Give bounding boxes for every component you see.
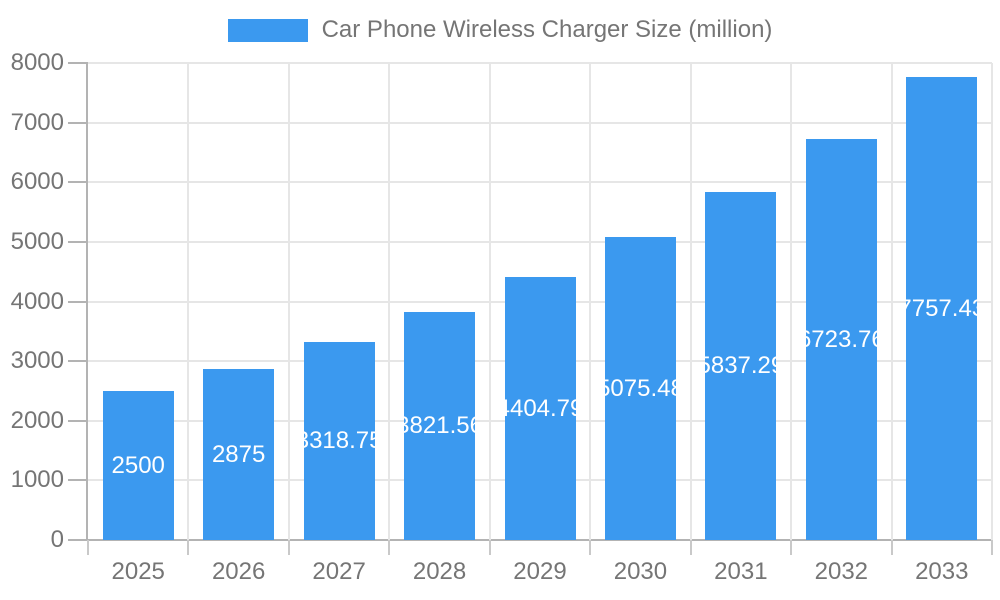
bar-value-label: 2875 — [211, 440, 266, 468]
h-gridline-5000 — [88, 240, 992, 243]
h-gridline-6000 — [88, 181, 992, 184]
x-axis-tick — [489, 540, 491, 555]
legend[interactable]: Car Phone Wireless Charger Size (million… — [0, 16, 1000, 44]
x-axis-label-2031: 2031 — [714, 558, 768, 585]
y-tick-label-6000: 6000 — [10, 168, 64, 196]
bar-2031[interactable]: 5837.29 — [705, 192, 777, 540]
x-axis-tick — [891, 540, 893, 555]
legend-label[interactable]: Car Phone Wireless Charger Size (million… — [321, 16, 773, 43]
v-gridline — [187, 63, 189, 540]
bar-2026[interactable]: 2875 — [203, 369, 275, 540]
v-gridline — [891, 63, 893, 540]
x-axis-tick — [790, 540, 792, 555]
x-axis-label-2029: 2029 — [513, 558, 567, 585]
y-axis-tick — [68, 300, 88, 303]
v-gridline — [991, 63, 993, 540]
y-tick-label-0: 0 — [50, 526, 64, 553]
v-gridline — [690, 63, 692, 540]
y-axis-tick — [68, 62, 88, 64]
y-tick-label-8000: 8000 — [10, 49, 64, 76]
x-axis-label-2032: 2032 — [814, 558, 869, 585]
bar-value-label: 2500 — [111, 451, 165, 479]
x-axis-line — [88, 539, 992, 541]
y-axis-tick — [68, 181, 88, 184]
bar-value-label: 3821.56 — [404, 412, 475, 439]
y-tick-label-4000: 4000 — [10, 287, 64, 315]
y-axis-tick — [68, 240, 88, 243]
x-axis-tick — [388, 540, 390, 555]
y-axis-tick — [68, 419, 88, 422]
x-axis-tick — [288, 540, 290, 555]
bar-value-label: 5837.29 — [705, 352, 776, 379]
v-gridline — [388, 63, 390, 540]
x-axis-tick — [589, 540, 591, 555]
x-axis-label-2026: 2026 — [211, 558, 266, 585]
x-axis-tick — [991, 540, 993, 555]
x-axis-tick — [690, 540, 692, 555]
x-axis-label-2027: 2027 — [312, 558, 366, 585]
y-tick-label-7000: 7000 — [10, 108, 64, 136]
bar-value-label: 6723.76 — [806, 325, 877, 353]
x-axis-tick — [187, 540, 189, 555]
bar-value-label: 3318.75 — [304, 427, 375, 454]
y-tick-label-5000: 5000 — [10, 227, 64, 255]
x-axis-label-2030: 2030 — [613, 558, 668, 585]
bar-2028[interactable]: 3821.56 — [404, 312, 476, 540]
bar-2027[interactable]: 3318.75 — [303, 342, 375, 540]
y-axis-tick — [68, 479, 88, 482]
y-axis-tick — [68, 539, 88, 541]
bar-value-label: 4404.79 — [505, 394, 576, 422]
x-axis-label-2033: 2033 — [915, 558, 969, 585]
v-gridline — [489, 63, 491, 540]
y-axis-tick — [68, 121, 88, 124]
legend-swatch[interactable] — [227, 18, 308, 42]
bar-2030[interactable]: 5075.48 — [604, 237, 676, 540]
v-gridline — [589, 63, 591, 540]
v-gridline — [790, 63, 792, 540]
v-gridline — [288, 63, 290, 540]
x-axis-label-2025: 2025 — [111, 558, 165, 585]
y-tick-label-3000: 3000 — [10, 347, 64, 375]
plot-area: 2500 2875 3318.75 3821.56 4404.79 5075.48 5837… — [88, 62, 993, 540]
x-axis-label-2028: 2028 — [412, 558, 467, 585]
y-tick-label-1000: 1000 — [10, 466, 64, 494]
y-axis-tick — [68, 360, 88, 363]
y-tick-label-2000: 2000 — [10, 406, 64, 434]
x-axis-tick — [87, 540, 89, 555]
bar-2029[interactable]: 4404.79 — [504, 277, 576, 540]
h-gridline-8000 — [88, 62, 992, 64]
bar-2025[interactable]: 2500 — [102, 391, 174, 540]
bar-value-label: 5075.48 — [605, 374, 676, 402]
h-gridline-7000 — [88, 121, 992, 124]
bar-2032[interactable]: 6723.76 — [805, 139, 877, 540]
